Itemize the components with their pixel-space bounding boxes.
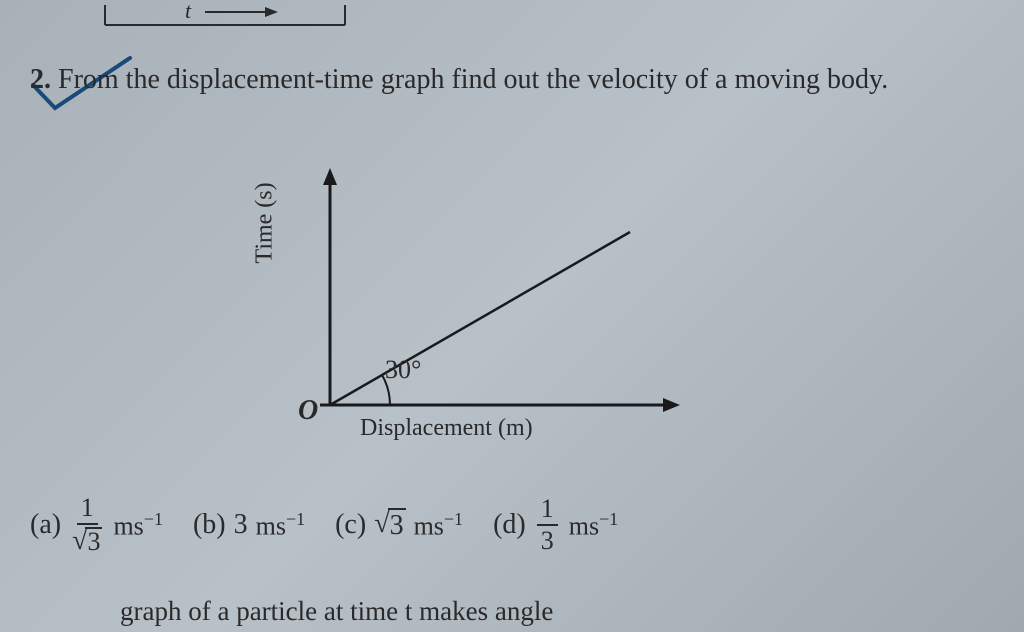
- option-c-sqrt: √ 3: [374, 508, 405, 542]
- bottom-cutoff-text: graph of a particle at time t makes angl…: [120, 596, 1004, 627]
- option-c-unit: ms−1: [414, 509, 464, 542]
- option-b-value: 3: [234, 509, 248, 541]
- x-axis-label: Displacement (m): [360, 415, 533, 442]
- origin-label: O: [298, 395, 318, 427]
- question-text: 2. From the displacement-time graph find…: [30, 60, 964, 99]
- option-a-unit: ms−1: [113, 509, 163, 542]
- option-b-label: (b): [193, 509, 226, 541]
- option-a: (a) 1 √ 3 ms−1: [30, 495, 163, 555]
- y-axis-label: Time (s): [252, 182, 279, 263]
- displacement-time-graph: [260, 165, 690, 455]
- option-d-unit: ms−1: [569, 509, 619, 542]
- option-d-denominator: 3: [541, 526, 554, 554]
- option-a-label: (a): [30, 509, 61, 541]
- question-body: From the displacement-time graph find ou…: [58, 64, 888, 95]
- option-a-fraction: 1 √ 3: [72, 495, 102, 555]
- option-d-label: (d): [493, 509, 526, 541]
- option-c-label: (c): [335, 509, 366, 541]
- angle-label: 30°: [385, 355, 421, 385]
- question-number: 2.: [30, 64, 51, 95]
- option-d-fraction: 1 3: [537, 496, 558, 554]
- top-diagram: t: [100, 0, 350, 35]
- option-a-denominator: √ 3: [72, 525, 102, 555]
- option-d-numerator: 1: [537, 496, 558, 526]
- option-b-unit: ms−1: [256, 509, 306, 542]
- option-a-numerator: 1: [77, 495, 98, 525]
- option-b: (b) 3 ms−1: [193, 509, 305, 542]
- option-c: (c) √ 3 ms−1: [335, 508, 463, 542]
- option-d: (d) 1 3 ms−1: [493, 496, 618, 554]
- options-row: (a) 1 √ 3 ms−1 (b) 3 ms−1 (c) √ 3 ms−1: [30, 495, 994, 555]
- svg-text:t: t: [185, 0, 192, 23]
